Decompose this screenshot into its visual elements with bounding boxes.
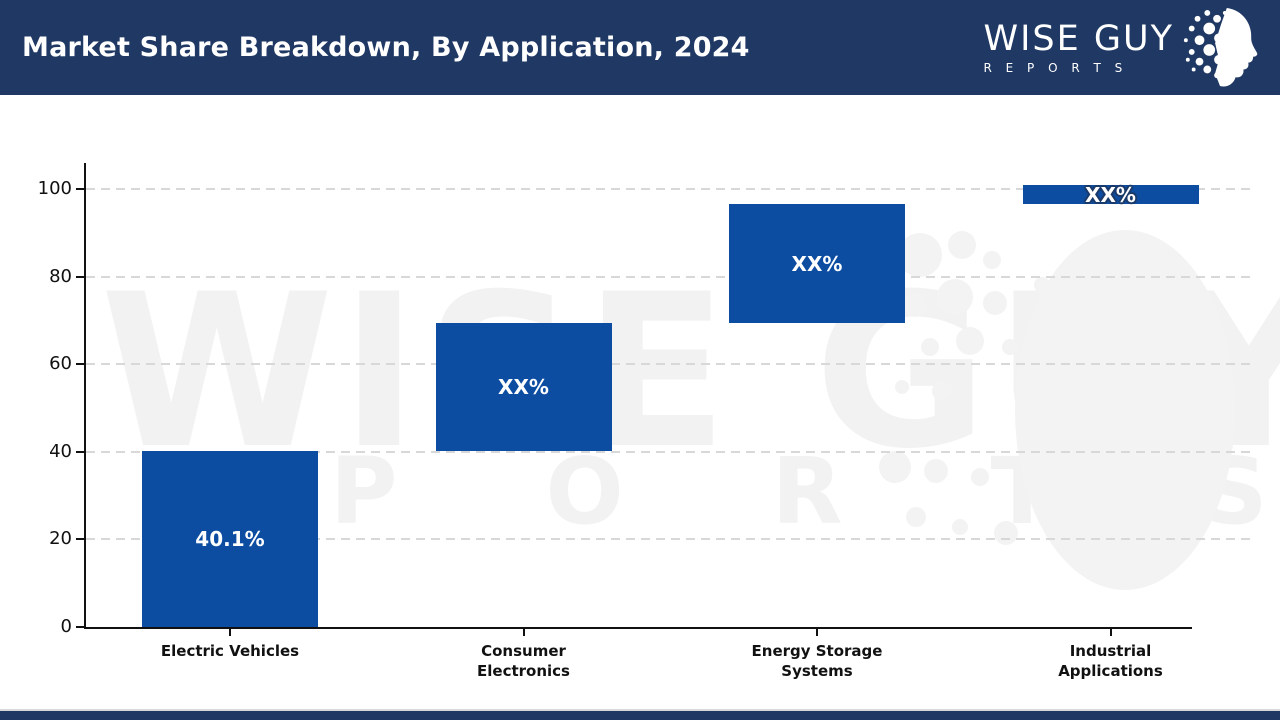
- chart-title: Market Share Breakdown, By Application, …: [22, 32, 750, 63]
- y-tick-mark: [76, 538, 85, 541]
- x-tick-mark: [229, 629, 231, 636]
- y-tick-label: 40: [49, 440, 72, 462]
- gridline: [86, 538, 1256, 541]
- y-tick-mark: [76, 275, 85, 278]
- logo-head-icon: [1183, 7, 1258, 87]
- bar-value-label: XX%: [791, 251, 843, 276]
- bar: 40.1%: [142, 451, 318, 627]
- y-tick-label: 60: [49, 353, 72, 375]
- gridline: [86, 450, 1256, 453]
- bar: XX%: [1022, 182, 1199, 207]
- y-tick-mark: [76, 188, 85, 190]
- gridline: [86, 188, 1256, 190]
- gridline: [86, 275, 1256, 278]
- category-label: Electric Vehicles: [160, 642, 300, 660]
- bar-value-label: XX%: [1085, 182, 1136, 207]
- footer-bar: [0, 709, 1280, 720]
- y-axis: [84, 163, 86, 629]
- logo-wordmark: WISE GUY: [983, 18, 1174, 59]
- y-tick-mark: [76, 626, 85, 628]
- bar-value-label: 40.1%: [195, 527, 265, 552]
- logo-text: WISE GUY R E P O R T S: [983, 18, 1174, 75]
- y-tick-mark: [76, 363, 85, 366]
- logo-subtext: R E P O R T S: [983, 60, 1128, 75]
- category-label: Industrial Applications: [1058, 642, 1163, 680]
- y-tick-label: 0: [60, 616, 72, 637]
- watermark-head-icon: [879, 230, 1235, 590]
- bar: XX%: [729, 204, 905, 324]
- category-label: Energy Storage Systems: [751, 642, 883, 680]
- header-bar: Market Share Breakdown, By Application, …: [0, 0, 1280, 95]
- y-tick-label: 20: [49, 528, 72, 550]
- y-tick-label: 80: [49, 265, 72, 287]
- x-axis: [84, 627, 1192, 629]
- x-tick-mark: [816, 629, 818, 636]
- y-tick-label: 100: [37, 178, 72, 199]
- gridline: [86, 363, 1256, 366]
- category-label: Consumer Electronics: [477, 642, 570, 680]
- x-tick-mark: [1109, 629, 1112, 636]
- waterfall-chart: 0 20 40 60 80 100 40.1% Electric Vehicles XX% Con…: [0, 95, 1280, 711]
- wiseguy-logo: WISE GUY R E P O R T S: [983, 7, 1258, 89]
- bar: XX%: [435, 323, 612, 452]
- x-tick-mark: [522, 629, 525, 636]
- bar-value-label: XX%: [498, 375, 549, 400]
- y-tick-mark: [76, 450, 85, 453]
